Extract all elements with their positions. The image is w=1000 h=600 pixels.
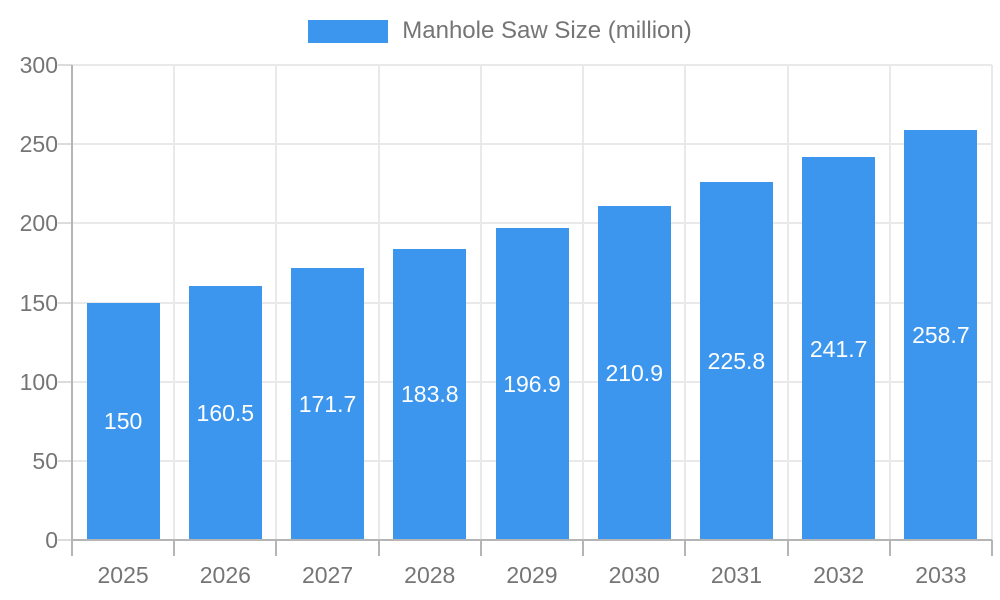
- chart-legend[interactable]: Manhole Saw Size (million): [0, 17, 1000, 45]
- bar[interactable]: [393, 248, 467, 540]
- x-axis-tick: [479, 540, 482, 556]
- bar-value-label: 183.8: [400, 381, 459, 408]
- gridline-horizontal: [72, 222, 992, 225]
- x-axis-tick: [684, 540, 687, 556]
- bar[interactable]: [495, 228, 569, 540]
- x-axis-tick: [582, 540, 585, 556]
- gridline-vertical: [786, 65, 789, 540]
- legend-swatch-icon: [308, 19, 389, 43]
- bar[interactable]: [597, 206, 671, 540]
- bar[interactable]: [904, 130, 978, 540]
- gridline-vertical: [275, 65, 278, 540]
- gridline-horizontal: [72, 143, 992, 146]
- y-axis-tick-label: 200: [19, 210, 58, 237]
- y-axis-tick: [58, 222, 72, 225]
- bar-value-label: 160.5: [196, 399, 255, 426]
- y-axis-tick: [58, 301, 72, 304]
- bar-value-label: 171.7: [298, 391, 357, 418]
- y-axis-tick: [58, 64, 72, 66]
- gridline-vertical: [479, 65, 482, 540]
- gridline-vertical: [582, 65, 585, 540]
- y-axis-tick-label: 100: [19, 368, 58, 395]
- gridline-horizontal: [72, 64, 992, 66]
- bar-value-label: 196.9: [503, 371, 561, 398]
- y-axis-tick-label: 50: [32, 447, 58, 474]
- y-axis-tick: [58, 380, 72, 383]
- x-axis-tick-label: 2028: [404, 562, 456, 588]
- bar[interactable]: [699, 182, 773, 540]
- gridline-vertical: [991, 65, 993, 540]
- x-axis-line: [72, 539, 992, 541]
- x-axis-tick: [888, 540, 891, 556]
- gridline-vertical: [173, 65, 176, 540]
- x-axis-tick: [275, 540, 278, 556]
- bar-value-label: 150: [103, 408, 143, 435]
- bar-value-label: 258.7: [912, 322, 970, 349]
- bar[interactable]: [86, 302, 160, 540]
- gridline-vertical: [684, 65, 687, 540]
- x-axis-tick: [173, 540, 176, 556]
- x-axis-tick: [991, 540, 993, 556]
- bar[interactable]: [188, 285, 262, 540]
- x-axis-tick-label: 2029: [506, 562, 558, 588]
- x-axis-tick-label: 2032: [813, 562, 865, 588]
- y-axis-tick-label: 300: [19, 52, 58, 78]
- legend-series-label: Manhole Saw Size (million): [402, 17, 692, 44]
- x-axis-tick-label: 2026: [199, 562, 251, 588]
- x-axis-tick-label: 2025: [97, 562, 149, 588]
- y-axis-tick-label: 250: [19, 131, 58, 158]
- y-axis-tick-label: 150: [19, 289, 58, 316]
- bar[interactable]: [291, 268, 365, 540]
- gridline-vertical: [377, 65, 380, 540]
- x-axis-tick-label: 2027: [301, 562, 354, 588]
- y-axis-tick: [58, 459, 72, 462]
- x-axis-tick-label: 2030: [608, 562, 660, 588]
- y-axis-tick-label: 0: [45, 527, 58, 553]
- y-axis-line: [71, 65, 73, 556]
- x-axis-tick-label: 2033: [915, 562, 967, 588]
- gridline-vertical: [888, 65, 891, 540]
- x-axis-tick-label: 2031: [710, 562, 763, 588]
- bar[interactable]: [802, 157, 876, 540]
- x-axis-tick: [786, 540, 789, 556]
- bar-value-label: 210.9: [605, 360, 663, 387]
- bar-value-label: 241.7: [809, 335, 868, 362]
- y-axis-tick: [58, 539, 72, 541]
- x-axis-tick: [377, 540, 380, 556]
- y-axis-tick: [58, 143, 72, 146]
- bar-value-label: 225.8: [707, 348, 766, 375]
